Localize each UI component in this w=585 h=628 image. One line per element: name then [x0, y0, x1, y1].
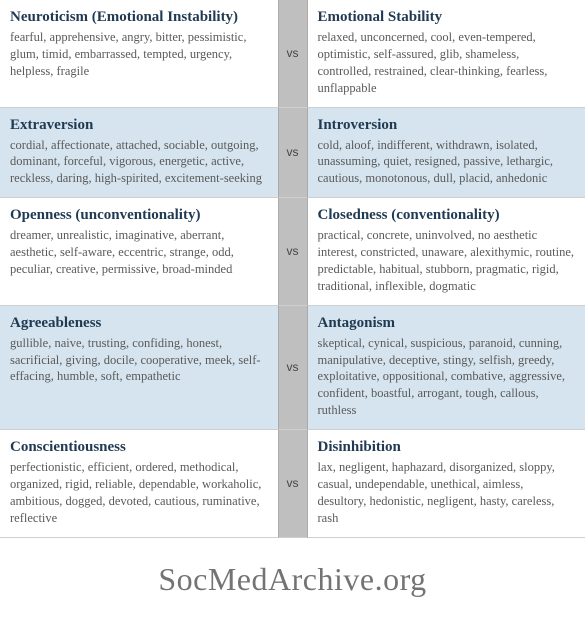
trait-cell-left: Conscientiousness perfectionistic, effic…: [0, 430, 278, 538]
trait-cell-right: Closedness (conventionality) practical, …: [308, 198, 585, 306]
trait-desc: dreamer, unrealistic, imaginative, aberr…: [10, 227, 268, 278]
trait-desc: lax, negligent, haphazard, disorganized,…: [318, 459, 576, 527]
trait-cell-left: Neuroticism (Emotional Instability) fear…: [0, 0, 278, 108]
table-row: Agreeableness gullible, naive, trusting,…: [0, 306, 585, 430]
watermark-text: SocMedArchive.org: [0, 561, 585, 598]
trait-title: Conscientiousness: [10, 438, 268, 456]
trait-desc: cordial, affectionate, attached, sociabl…: [10, 137, 268, 188]
table-row: Openness (unconventionality) dreamer, un…: [0, 198, 585, 306]
vs-divider: vs: [278, 108, 308, 199]
trait-desc: skeptical, cynical, suspicious, paranoid…: [318, 335, 576, 419]
trait-cell-right: Introversion cold, aloof, indifferent, w…: [308, 108, 585, 199]
trait-cell-left: Agreeableness gullible, naive, trusting,…: [0, 306, 278, 430]
trait-desc: relaxed, unconcerned, cool, even-tempere…: [318, 29, 576, 97]
trait-title: Closedness (conventionality): [318, 206, 576, 224]
trait-desc: practical, concrete, uninvolved, no aest…: [318, 227, 576, 295]
trait-cell-right: Antagonism skeptical, cynical, suspiciou…: [308, 306, 585, 430]
trait-title: Disinhibition: [318, 438, 576, 456]
vs-divider: vs: [278, 306, 308, 430]
table-row: Conscientiousness perfectionistic, effic…: [0, 430, 585, 538]
vs-divider: vs: [278, 430, 308, 538]
trait-title: Agreeableness: [10, 314, 268, 332]
trait-desc: gullible, naive, trusting, confiding, ho…: [10, 335, 268, 386]
vs-divider: vs: [278, 0, 308, 108]
trait-comparison-table: Neuroticism (Emotional Instability) fear…: [0, 0, 585, 538]
trait-desc: fearful, apprehensive, angry, bitter, pe…: [10, 29, 268, 80]
trait-cell-right: Emotional Stability relaxed, unconcerned…: [308, 0, 585, 108]
trait-title: Neuroticism (Emotional Instability): [10, 8, 268, 26]
trait-title: Extraversion: [10, 116, 268, 134]
trait-cell-left: Openness (unconventionality) dreamer, un…: [0, 198, 278, 306]
trait-cell-left: Extraversion cordial, affectionate, atta…: [0, 108, 278, 199]
trait-title: Emotional Stability: [318, 8, 576, 26]
trait-title: Openness (unconventionality): [10, 206, 268, 224]
table-row: Neuroticism (Emotional Instability) fear…: [0, 0, 585, 108]
trait-desc: perfectionistic, efficient, ordered, met…: [10, 459, 268, 527]
trait-title: Introversion: [318, 116, 576, 134]
vs-divider: vs: [278, 198, 308, 306]
trait-title: Antagonism: [318, 314, 576, 332]
trait-desc: cold, aloof, indifferent, withdrawn, iso…: [318, 137, 576, 188]
table-row: Extraversion cordial, affectionate, atta…: [0, 108, 585, 199]
trait-cell-right: Disinhibition lax, negligent, haphazard,…: [308, 430, 585, 538]
